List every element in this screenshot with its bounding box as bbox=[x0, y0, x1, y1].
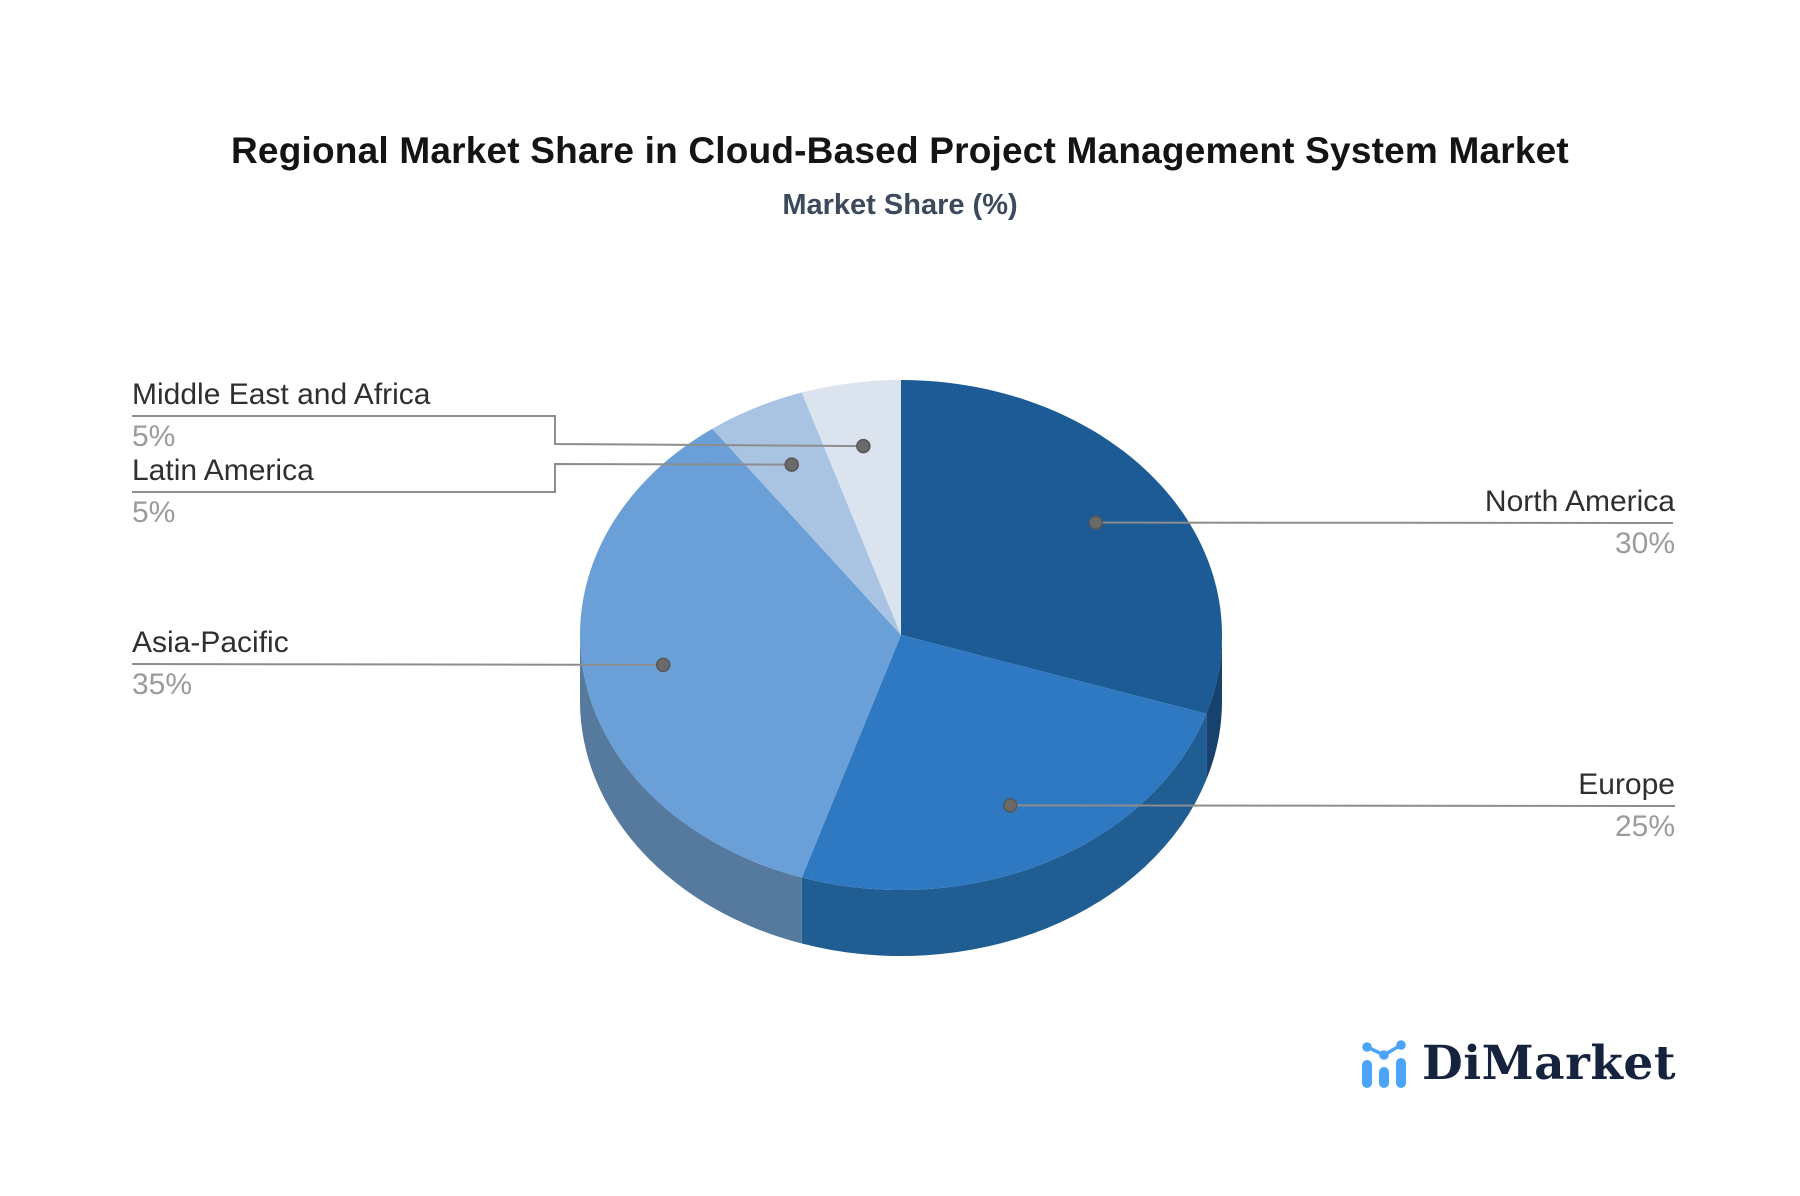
slice-value-middle-east-and-africa: 5% bbox=[132, 420, 176, 453]
pie-slice-side-north-america bbox=[1206, 635, 1222, 780]
slice-value-north-america: 30% bbox=[1614, 527, 1675, 560]
brand-logo-text: DiMarket bbox=[1422, 1036, 1677, 1091]
slice-label-latin-america: Latin America bbox=[132, 454, 314, 487]
slice-label-middle-east-and-africa: Middle East and Africa bbox=[132, 378, 431, 411]
leader-lines bbox=[131, 415, 1676, 813]
leader-line-latin-america bbox=[132, 462, 792, 493]
leader-line-middle-east-and-africa bbox=[132, 415, 864, 448]
slice-label-asia-pacific: Asia-Pacific bbox=[132, 626, 289, 659]
leader-dot-asia-pacific bbox=[655, 657, 671, 673]
slice-value-europe: 25% bbox=[1614, 810, 1675, 843]
pie-slice-side-asia-pacific bbox=[580, 635, 802, 944]
pie-slice-middle-east-and-africa[interactable] bbox=[801, 380, 901, 635]
slice-label-north-america: North America bbox=[1484, 485, 1675, 518]
slice-value-latin-america: 5% bbox=[132, 496, 176, 529]
leader-dot-europe bbox=[1003, 798, 1018, 813]
pie-slice-north-america[interactable] bbox=[901, 380, 1222, 714]
pie-slices bbox=[579, 380, 1222, 890]
chart-title: Regional Market Share in Cloud-Based Pro… bbox=[231, 130, 1569, 171]
leader-line-europe bbox=[1010, 804, 1676, 807]
pie-slice-asia-pacific[interactable] bbox=[579, 428, 901, 878]
bar-line-chart-icon bbox=[1362, 1040, 1406, 1088]
leader-dot-north-america bbox=[1088, 515, 1104, 530]
pie-slice-europe[interactable] bbox=[801, 635, 1207, 890]
slice-value-asia-pacific: 35% bbox=[132, 668, 193, 701]
chart-subtitle: Market Share (%) bbox=[782, 189, 1018, 221]
pie-slice-side-europe bbox=[801, 713, 1207, 956]
brand-logo: DiMarket bbox=[1360, 1036, 1676, 1092]
pie-3d-sides bbox=[580, 635, 1222, 956]
leader-line-asia-pacific bbox=[131, 663, 664, 666]
pie-slice-latin-america[interactable] bbox=[712, 392, 901, 635]
leader-dot-latin-america bbox=[784, 457, 799, 472]
slice-label-europe: Europe bbox=[1578, 768, 1675, 801]
leader-dot-middle-east-and-africa bbox=[856, 438, 871, 454]
